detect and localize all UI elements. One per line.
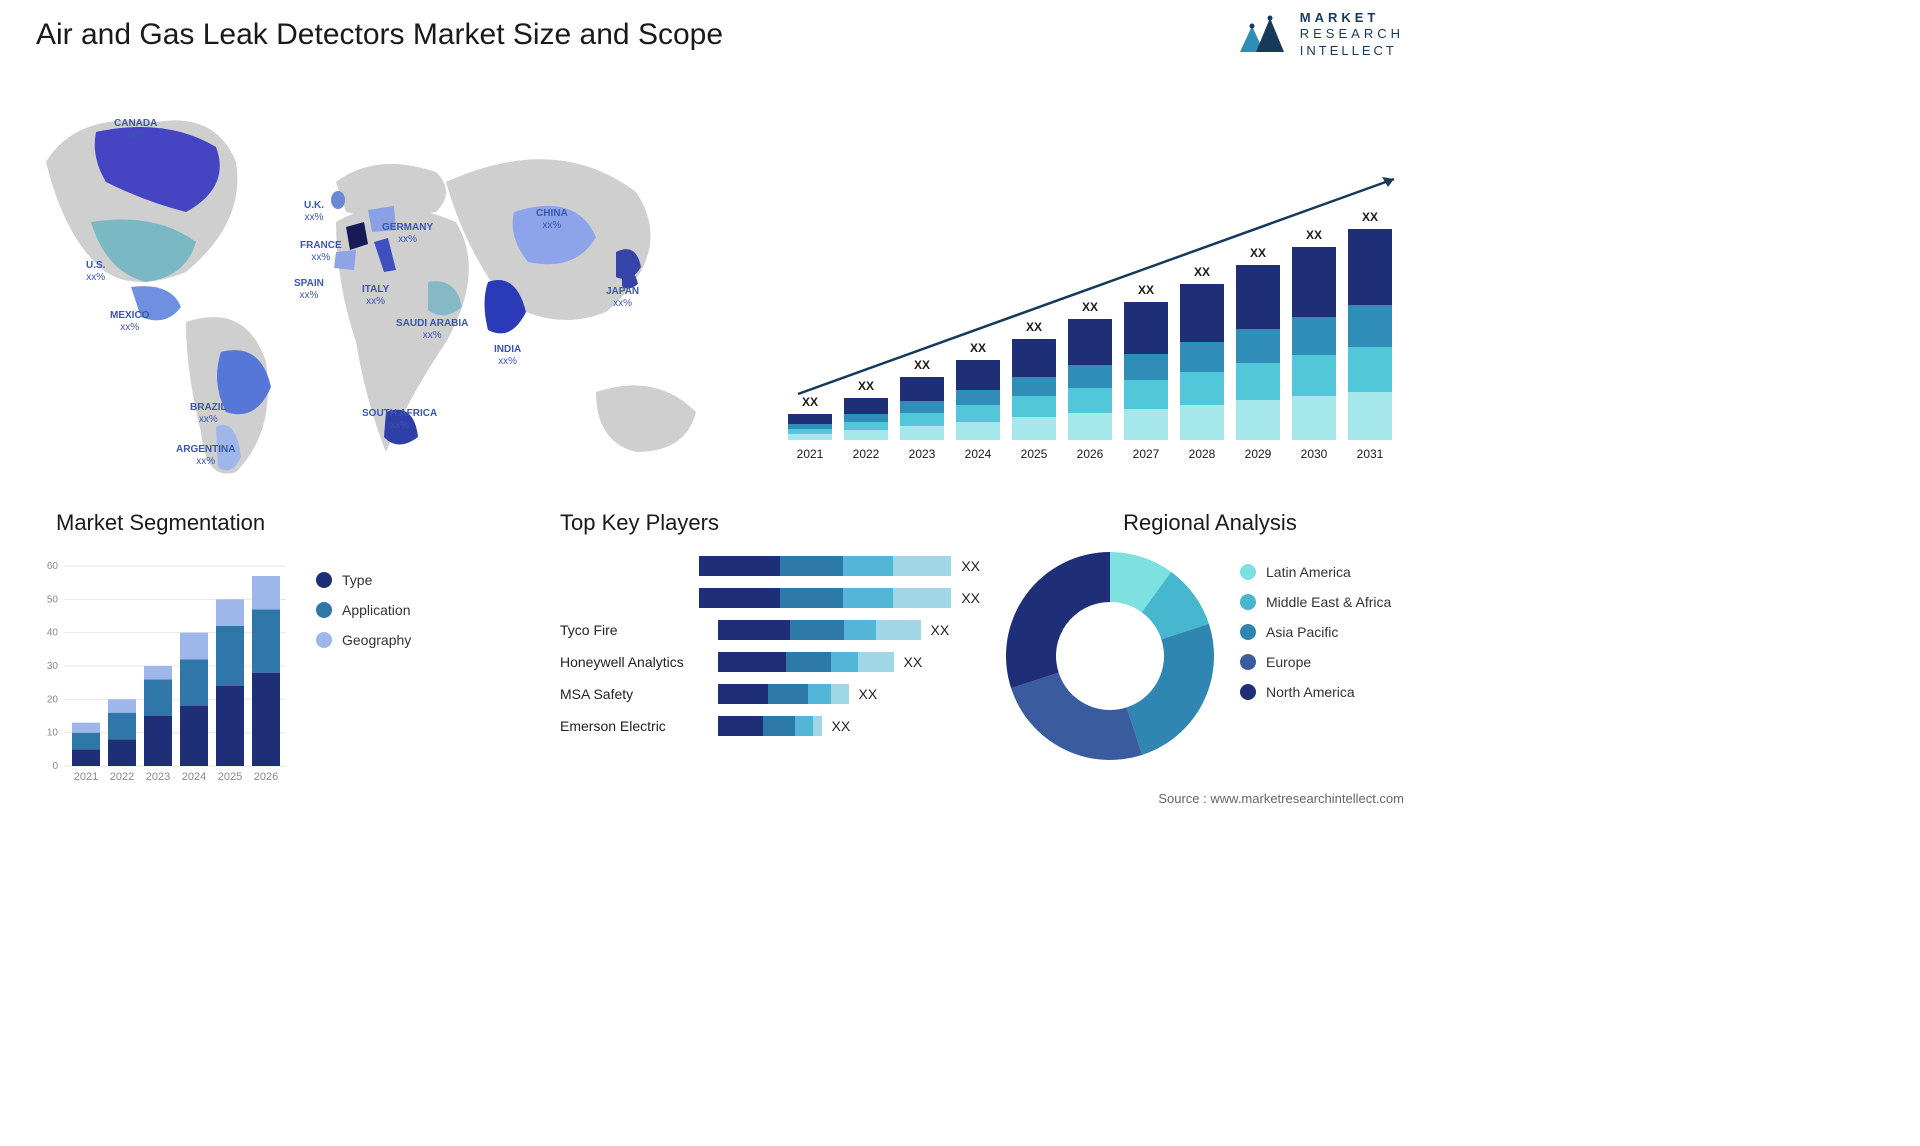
- svg-text:2022: 2022: [110, 771, 134, 783]
- svg-text:2028: 2028: [1189, 447, 1216, 461]
- player-row: XX: [560, 556, 980, 576]
- svg-text:2024: 2024: [965, 447, 992, 461]
- player-label: Tyco Fire: [560, 622, 708, 638]
- player-value: XX: [931, 622, 950, 638]
- source-text: Source : www.marketresearchintellect.com: [1158, 791, 1404, 806]
- svg-text:60: 60: [47, 561, 59, 572]
- player-value: XX: [859, 686, 878, 702]
- player-label: Emerson Electric: [560, 718, 708, 734]
- svg-text:XX: XX: [1362, 210, 1378, 224]
- map-label: INDIAxx%: [494, 344, 521, 367]
- svg-text:2026: 2026: [254, 771, 278, 783]
- svg-text:2021: 2021: [797, 447, 824, 461]
- map-label: U.S.xx%: [86, 260, 105, 283]
- player-value: XX: [904, 654, 923, 670]
- map-label: SAUDI ARABIAxx%: [396, 318, 468, 341]
- svg-text:XX: XX: [1194, 265, 1210, 279]
- growth-chart: XX 2021 XX 2022 XX 2023 XX 2024 XX 2025 XX 2026 XX 20…: [784, 110, 1404, 470]
- logo-line2: RESEARCH: [1300, 26, 1404, 42]
- svg-text:2021: 2021: [74, 771, 98, 783]
- map-label: U.K.xx%: [304, 200, 324, 223]
- logo-text: MARKET RESEARCH INTELLECT: [1300, 10, 1404, 59]
- map-label: MEXICOxx%: [110, 310, 149, 333]
- svg-text:50: 50: [47, 594, 59, 605]
- regional-legend: Latin America Middle East & Africa Asia Pa…: [1240, 564, 1391, 700]
- svg-text:2030: 2030: [1301, 447, 1328, 461]
- legend-item: Application: [316, 602, 411, 618]
- svg-text:2031: 2031: [1357, 447, 1384, 461]
- world-map: CANADAxx% U.S.xx% MEXICOxx% BRAZILxx% ARGENT…: [36, 92, 736, 492]
- player-row: Honeywell Analytics XX: [560, 652, 980, 672]
- map-label: SPAINxx%: [294, 278, 324, 301]
- map-label: CHINAxx%: [536, 208, 568, 231]
- map-label: ITALYxx%: [362, 284, 389, 307]
- players-title: Top Key Players: [560, 510, 980, 536]
- player-row: Tyco Fire XX: [560, 620, 980, 640]
- logo-icon: [1238, 12, 1290, 56]
- regional-title: Regional Analysis: [1000, 510, 1420, 536]
- map-label: FRANCExx%: [300, 240, 342, 263]
- map-label: GERMANYxx%: [382, 222, 433, 245]
- logo-line1: MARKET: [1300, 10, 1404, 26]
- svg-text:2026: 2026: [1077, 447, 1104, 461]
- svg-text:2029: 2029: [1245, 447, 1272, 461]
- brand-logo: MARKET RESEARCH INTELLECT: [1238, 10, 1404, 59]
- segmentation-legend: Type Application Geography: [316, 572, 411, 648]
- svg-text:0: 0: [52, 761, 58, 772]
- svg-text:XX: XX: [970, 341, 986, 355]
- svg-text:2027: 2027: [1133, 447, 1160, 461]
- svg-text:XX: XX: [1026, 320, 1042, 334]
- player-value: XX: [961, 558, 980, 574]
- player-label: Honeywell Analytics: [560, 654, 708, 670]
- legend-item: Geography: [316, 632, 411, 648]
- logo-line3: INTELLECT: [1300, 43, 1404, 59]
- svg-text:10: 10: [47, 728, 59, 739]
- map-label: JAPANxx%: [606, 286, 639, 309]
- legend-item: Type: [316, 572, 411, 588]
- svg-text:2025: 2025: [1021, 447, 1048, 461]
- legend-item: North America: [1240, 684, 1391, 700]
- svg-text:XX: XX: [802, 395, 818, 409]
- player-value: XX: [832, 718, 851, 734]
- svg-text:XX: XX: [914, 358, 930, 372]
- legend-item: Europe: [1240, 654, 1391, 670]
- player-row: MSA Safety XX: [560, 684, 980, 704]
- svg-text:XX: XX: [1082, 300, 1098, 314]
- svg-text:XX: XX: [858, 379, 874, 393]
- svg-text:XX: XX: [1250, 246, 1266, 260]
- svg-text:30: 30: [47, 661, 59, 672]
- legend-item: Middle East & Africa: [1240, 594, 1391, 610]
- svg-text:2022: 2022: [853, 447, 880, 461]
- legend-item: Asia Pacific: [1240, 624, 1391, 640]
- svg-text:2024: 2024: [182, 771, 206, 783]
- legend-item: Latin America: [1240, 564, 1391, 580]
- svg-text:20: 20: [47, 694, 59, 705]
- player-row: XX: [560, 588, 980, 608]
- map-label: ARGENTINAxx%: [176, 444, 235, 467]
- map-label: BRAZILxx%: [190, 402, 227, 425]
- player-label: MSA Safety: [560, 686, 708, 702]
- regional-section: Regional Analysis Latin America Middle Ea…: [1000, 510, 1420, 790]
- svg-text:2023: 2023: [909, 447, 936, 461]
- map-label: CANADAxx%: [114, 118, 157, 141]
- player-row: Emerson Electric XX: [560, 716, 980, 736]
- svg-text:XX: XX: [1306, 228, 1322, 242]
- svg-text:XX: XX: [1138, 283, 1154, 297]
- player-value: XX: [961, 590, 980, 606]
- players-section: Top Key Players XXXXTyco FireXXHoneywell…: [560, 510, 980, 790]
- svg-text:2023: 2023: [146, 771, 170, 783]
- svg-text:40: 40: [47, 628, 59, 639]
- page-title: Air and Gas Leak Detectors Market Size a…: [36, 18, 723, 52]
- segmentation-title: Market Segmentation: [56, 510, 476, 536]
- svg-text:2025: 2025: [218, 771, 242, 783]
- map-label: SOUTH AFRICAxx%: [362, 408, 437, 431]
- segmentation-section: Market Segmentation 0 10 20 30 40 50 60 2021 202…: [36, 510, 476, 790]
